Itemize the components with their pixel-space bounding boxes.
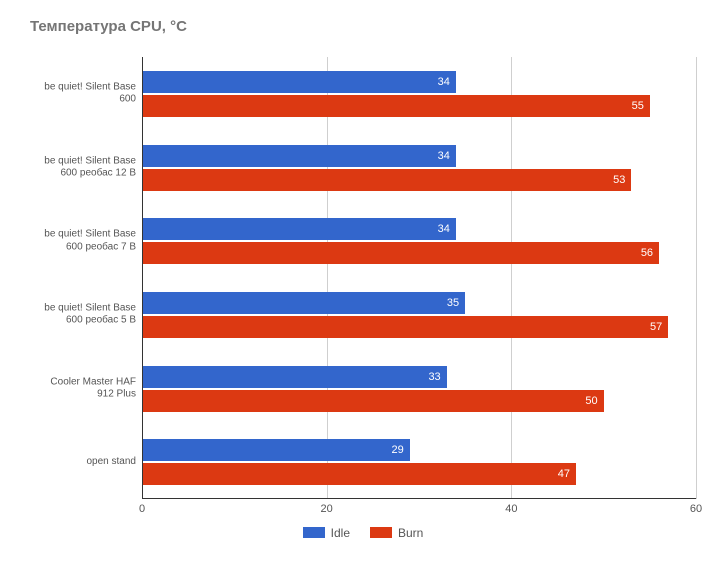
bar-value-label: 34 [438,223,450,235]
x-tick-label: 0 [139,503,145,515]
bar-groups: be quiet! Silent Base 6003455be quiet! S… [142,57,696,499]
category-group: be quiet! Silent Base 6003455 [142,57,696,131]
x-tick-label: 40 [505,503,517,515]
bar-value-label: 34 [438,76,450,88]
bar-burn: 50 [142,390,604,412]
bar-burn: 56 [142,242,659,264]
bar-idle: 34 [142,145,456,167]
bar-burn: 55 [142,95,650,117]
category-label: Cooler Master HAF 912 Plus [32,376,142,401]
bar-burn: 53 [142,169,631,191]
category-label: be quiet! Silent Base 600 реобас 5 В [32,302,142,327]
category-label: open stand [32,456,142,469]
category-group: be quiet! Silent Base 600 реобас 12 В345… [142,131,696,205]
bar-row: 34 [142,145,696,167]
legend-item-idle: Idle [303,526,350,540]
bar-row: 57 [142,316,696,338]
bar-value-label: 57 [650,321,662,333]
category-group: Cooler Master HAF 912 Plus3350 [142,352,696,426]
x-axis-labels: 0204060 [142,503,696,517]
bar-idle: 29 [142,439,410,461]
bar-burn: 57 [142,316,668,338]
legend-swatch [303,527,325,538]
bar-row: 34 [142,218,696,240]
cpu-temperature-chart: Температура CPU, °C be quiet! Silent Bas… [0,0,726,588]
category-group: be quiet! Silent Base 600 реобас 7 В3456 [142,204,696,278]
bar-row: 47 [142,463,696,485]
bar-value-label: 56 [641,247,653,259]
legend: Idle Burn [30,525,696,543]
x-tick-label: 60 [690,503,702,515]
category-label: be quiet! Silent Base 600 реобас 12 В [32,155,142,180]
chart-title: Температура CPU, °C [30,18,696,35]
x-tick-label: 20 [321,503,333,515]
plot-area: be quiet! Silent Base 6003455be quiet! S… [142,57,696,517]
category-label: be quiet! Silent Base 600 [32,81,142,106]
category-group: open stand2947 [142,425,696,499]
bar-idle: 33 [142,366,447,388]
bar-row: 53 [142,169,696,191]
legend-label: Idle [331,526,350,540]
gridline [696,57,697,499]
category-label: be quiet! Silent Base 600 реобас 7 В [32,229,142,254]
bar-value-label: 47 [558,468,570,480]
bar-row: 50 [142,390,696,412]
bar-row: 29 [142,439,696,461]
bar-row: 55 [142,95,696,117]
legend-label: Burn [398,526,423,540]
bar-row: 34 [142,71,696,93]
bar-value-label: 33 [428,371,440,383]
bar-row: 56 [142,242,696,264]
bar-value-label: 35 [447,297,459,309]
bar-idle: 34 [142,71,456,93]
bar-idle: 34 [142,218,456,240]
x-axis-line [142,498,696,499]
legend-item-burn: Burn [370,526,423,540]
y-axis-line [142,57,143,499]
bar-value-label: 29 [392,444,404,456]
bar-value-label: 53 [613,174,625,186]
bar-value-label: 34 [438,150,450,162]
bar-row: 35 [142,292,696,314]
legend-swatch [370,527,392,538]
bar-value-label: 50 [585,395,597,407]
bar-idle: 35 [142,292,465,314]
bar-burn: 47 [142,463,576,485]
bar-row: 33 [142,366,696,388]
category-group: be quiet! Silent Base 600 реобас 5 В3557 [142,278,696,352]
bar-value-label: 55 [632,100,644,112]
